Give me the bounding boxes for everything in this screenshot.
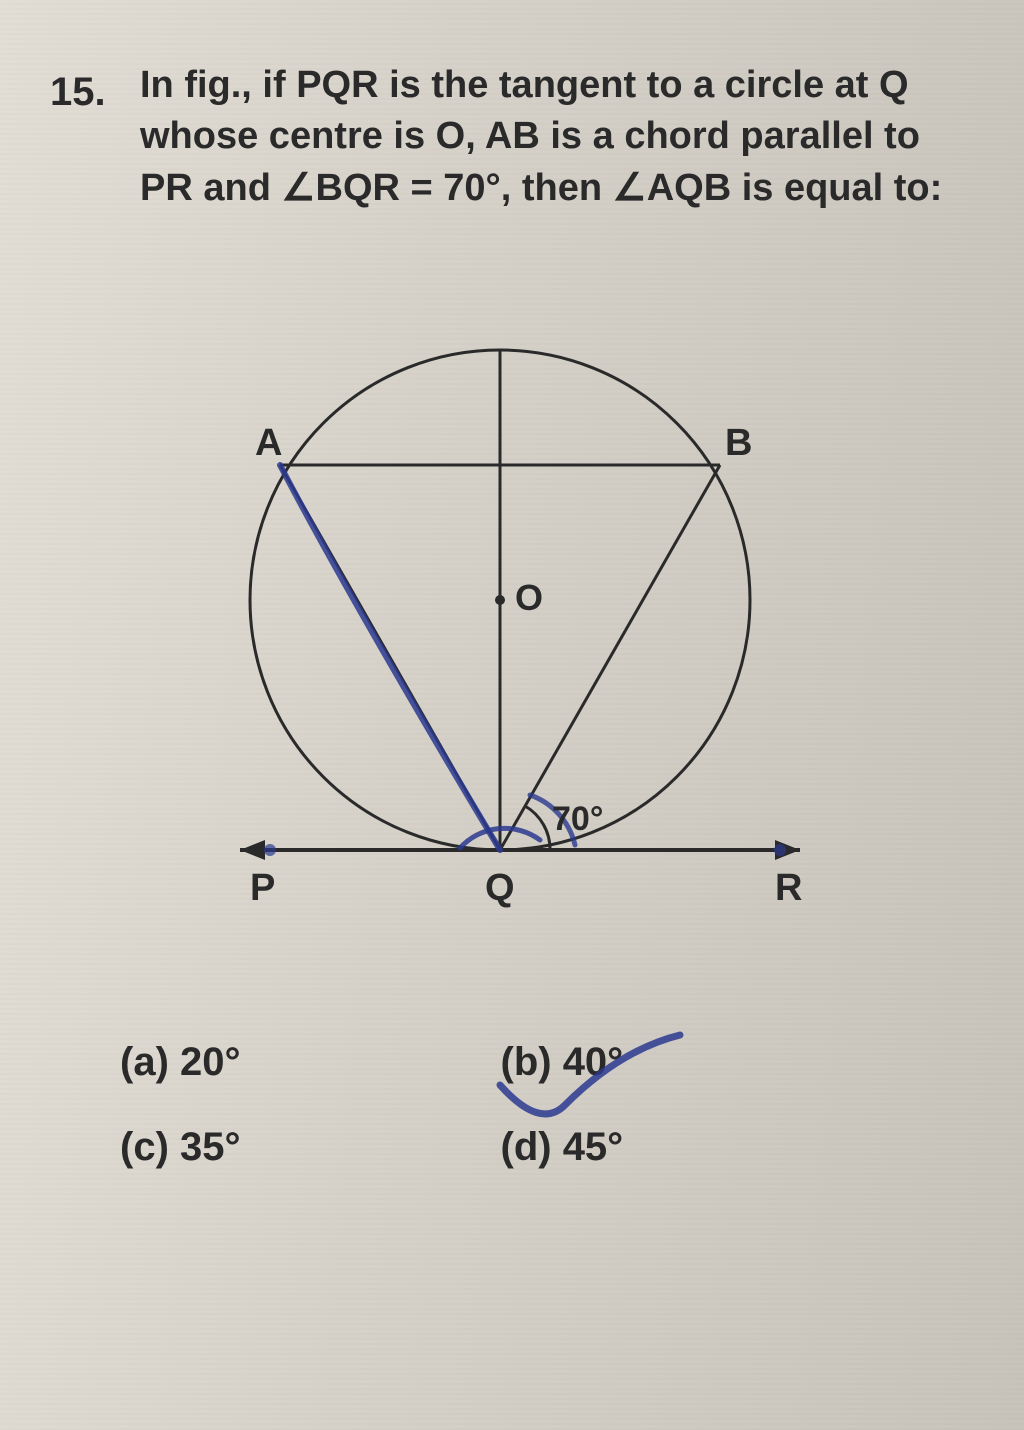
center-dot	[495, 595, 505, 605]
question-line-2: whose centre is O, AB is a chord paralle…	[140, 115, 920, 157]
question-page: 15. In fig., if PQR is the tangent to a …	[0, 0, 1024, 1430]
geometry-diagram: A B O Q P R 70°	[180, 300, 820, 940]
question-line-1: In fig., if PQR is the tangent to a circ…	[140, 64, 909, 106]
pen-overlay-qa	[280, 465, 500, 850]
question-text: In fig., if PQR is the tangent to a circ…	[140, 60, 984, 214]
question-line-3: PR and ∠BQR = 70°, then ∠AQB is equal to…	[140, 167, 942, 209]
label-o: O	[515, 577, 543, 618]
option-c: (c) 35°	[120, 1125, 241, 1170]
option-row-2: (c) 35° (d) 45°	[120, 1125, 920, 1170]
label-a: A	[255, 422, 282, 464]
option-row-1: (a) 20° (b) 40°	[120, 1040, 920, 1085]
diagram-svg: A B O Q P R 70°	[180, 300, 820, 940]
arrow-p	[240, 840, 265, 860]
line-qb	[500, 465, 720, 850]
angle-arc-70	[525, 806, 550, 850]
option-a: (a) 20°	[120, 1040, 241, 1085]
answer-options: (a) 20° (b) 40° (c) 35° (d) 45°	[120, 1040, 920, 1210]
question-number: 15.	[50, 70, 106, 115]
pen-dot-r	[774, 844, 786, 856]
label-q: Q	[485, 867, 515, 909]
option-d: (d) 45°	[501, 1125, 624, 1170]
pen-dot-p	[264, 844, 276, 856]
label-b: B	[725, 422, 752, 464]
label-p: P	[250, 867, 275, 909]
label-70deg: 70°	[552, 800, 603, 838]
label-r: R	[775, 867, 802, 909]
option-b: (b) 40°	[501, 1040, 624, 1085]
